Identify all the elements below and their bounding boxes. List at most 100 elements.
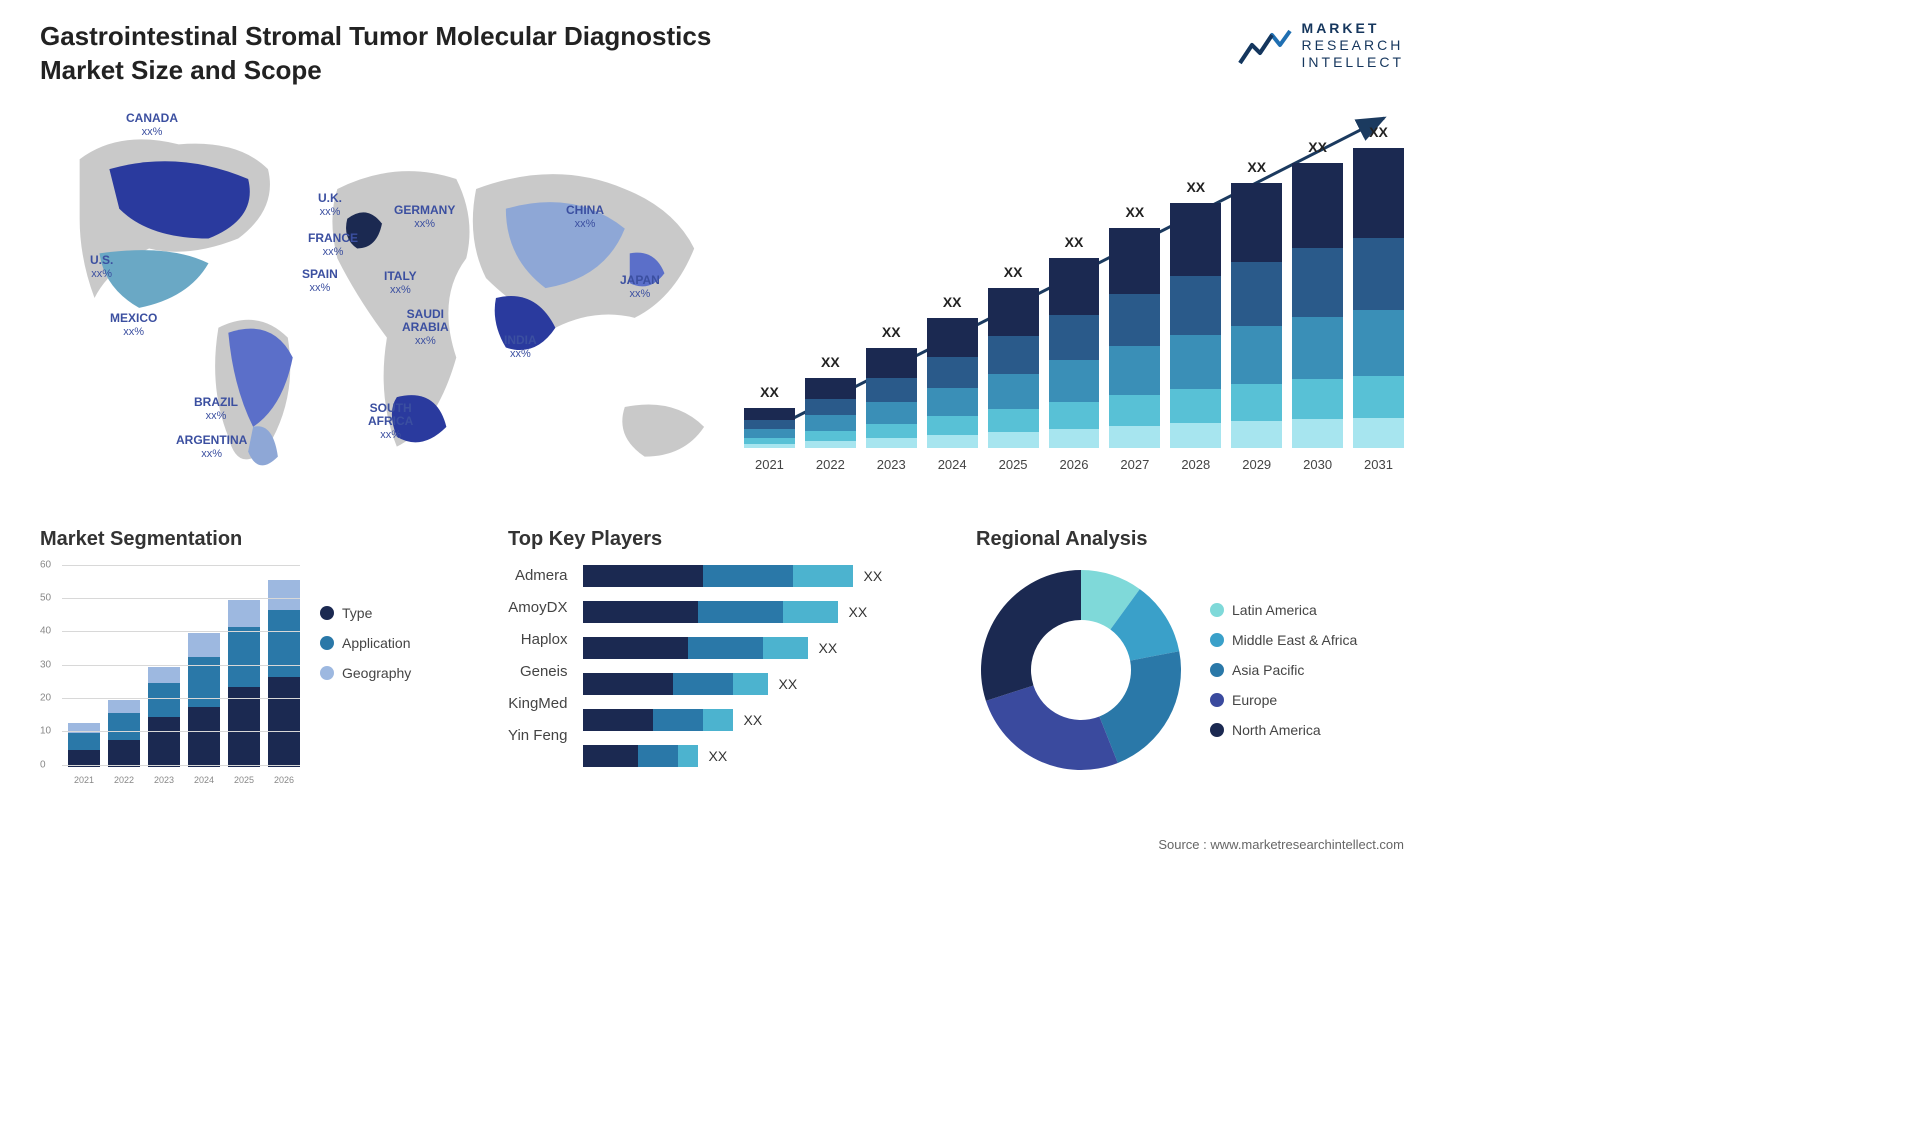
x-axis-year: 2029 <box>1231 457 1282 472</box>
stacked-bar: XX <box>1292 163 1343 448</box>
player-value-label: XX <box>778 676 797 692</box>
player-bar-segment <box>733 673 768 695</box>
gridline <box>62 631 300 632</box>
bar-segment <box>988 432 1039 448</box>
player-bar-segment <box>583 673 673 695</box>
bar-value-label: XX <box>1231 159 1282 175</box>
bar-segment <box>744 444 795 448</box>
map-country-label: CANADAxx% <box>126 112 178 138</box>
page-title: Gastrointestinal Stromal Tumor Molecular… <box>40 20 800 88</box>
segmentation-x-label: 2026 <box>268 775 300 785</box>
segmentation-bar-segment <box>228 600 260 627</box>
legend-label: Application <box>342 635 411 651</box>
bar-segment <box>1170 276 1221 335</box>
segmentation-x-label: 2021 <box>68 775 100 785</box>
bar-segment <box>866 402 917 424</box>
bar-segment <box>1353 376 1404 418</box>
player-name: Haplox <box>508 631 567 648</box>
stacked-bar: XX <box>1170 203 1221 448</box>
player-bar-segment <box>763 637 808 659</box>
legend-item: Middle East & Africa <box>1210 632 1357 648</box>
bar-segment <box>927 435 978 448</box>
player-bar <box>583 601 838 623</box>
player-row: XX <box>583 745 882 767</box>
legend-label: North America <box>1232 722 1321 738</box>
bar-segment <box>805 399 856 416</box>
x-axis-year: 2030 <box>1292 457 1343 472</box>
bar-segment <box>744 429 795 438</box>
map-country-label: SOUTHAFRICAxx% <box>368 402 413 442</box>
bar-segment <box>1353 310 1404 376</box>
x-axis-year: 2021 <box>744 457 795 472</box>
player-bar <box>583 709 733 731</box>
player-bar-segment <box>698 601 783 623</box>
bar-segment <box>1170 423 1221 448</box>
player-bar-segment <box>583 745 638 767</box>
legend-label: Europe <box>1232 692 1277 708</box>
legend-dot <box>1210 603 1224 617</box>
bar-segment <box>744 420 795 430</box>
player-bar-chart: XXXXXXXXXXXX <box>583 565 882 767</box>
segmentation-bar-segment <box>108 700 140 713</box>
x-axis-year: 2022 <box>805 457 856 472</box>
segmentation-bar-segment <box>68 733 100 750</box>
players-panel: Top Key Players AdmeraAmoyDXHaploxGeneis… <box>508 528 936 785</box>
legend-label: Latin America <box>1232 602 1317 618</box>
player-bar-segment <box>703 565 793 587</box>
donut-segment <box>986 685 1118 770</box>
stacked-bar: XX <box>988 288 1039 448</box>
gridline <box>62 731 300 732</box>
player-row: XX <box>583 673 882 695</box>
bar-segment <box>1231 183 1282 263</box>
x-axis-year: 2031 <box>1353 457 1404 472</box>
segmentation-bar-chart: 202120222023202420252026 0102030405060 <box>40 565 300 785</box>
player-bar-segment <box>678 745 698 767</box>
map-country-label: ARGENTINAxx% <box>176 434 247 460</box>
segmentation-bar <box>228 600 260 767</box>
legend-dot <box>1210 693 1224 707</box>
bar-segment <box>1109 228 1160 294</box>
legend-item: Asia Pacific <box>1210 662 1357 678</box>
bar-segment <box>1049 315 1100 361</box>
player-row: XX <box>583 565 882 587</box>
bar-value-label: XX <box>805 354 856 370</box>
world-map: CANADAxx%U.S.xx%MEXICOxx%BRAZILxx%ARGENT… <box>40 98 714 498</box>
bar-segment <box>866 424 917 438</box>
bar-segment <box>1292 419 1343 448</box>
x-axis-year: 2027 <box>1109 457 1160 472</box>
bar-segment <box>1353 418 1404 448</box>
bar-segment <box>1353 238 1404 310</box>
bar-segment <box>1292 163 1343 249</box>
segmentation-bar-segment <box>148 683 180 716</box>
legend-item: North America <box>1210 722 1357 738</box>
segmentation-bar-segment <box>188 707 220 767</box>
player-bar-segment <box>583 565 703 587</box>
legend-item: Geography <box>320 665 411 681</box>
segmentation-bar-segment <box>108 740 140 767</box>
y-tick-label: 60 <box>40 559 51 570</box>
legend-dot <box>1210 723 1224 737</box>
bar-segment <box>866 378 917 402</box>
player-bar-segment <box>638 745 678 767</box>
bar-segment <box>1231 384 1282 421</box>
bar-segment <box>1292 317 1343 380</box>
segmentation-bar-segment <box>268 610 300 677</box>
bar-segment <box>1049 360 1100 402</box>
bar-value-label: XX <box>1170 179 1221 195</box>
map-country-label: GERMANYxx% <box>394 204 455 230</box>
bar-segment <box>1231 326 1282 384</box>
stacked-bar: XX <box>744 408 795 448</box>
segmentation-x-label: 2024 <box>188 775 220 785</box>
map-country-label: U.K.xx% <box>318 192 342 218</box>
legend-dot <box>1210 663 1224 677</box>
y-tick-label: 10 <box>40 726 51 737</box>
x-axis-year: 2028 <box>1170 457 1221 472</box>
map-country-label: INDIAxx% <box>504 334 537 360</box>
bar-segment <box>1049 258 1100 315</box>
legend-item: Latin America <box>1210 602 1357 618</box>
x-axis-year: 2026 <box>1049 457 1100 472</box>
segmentation-x-label: 2023 <box>148 775 180 785</box>
bar-segment <box>1292 379 1343 419</box>
bar-segment <box>988 288 1039 336</box>
player-bar <box>583 565 853 587</box>
